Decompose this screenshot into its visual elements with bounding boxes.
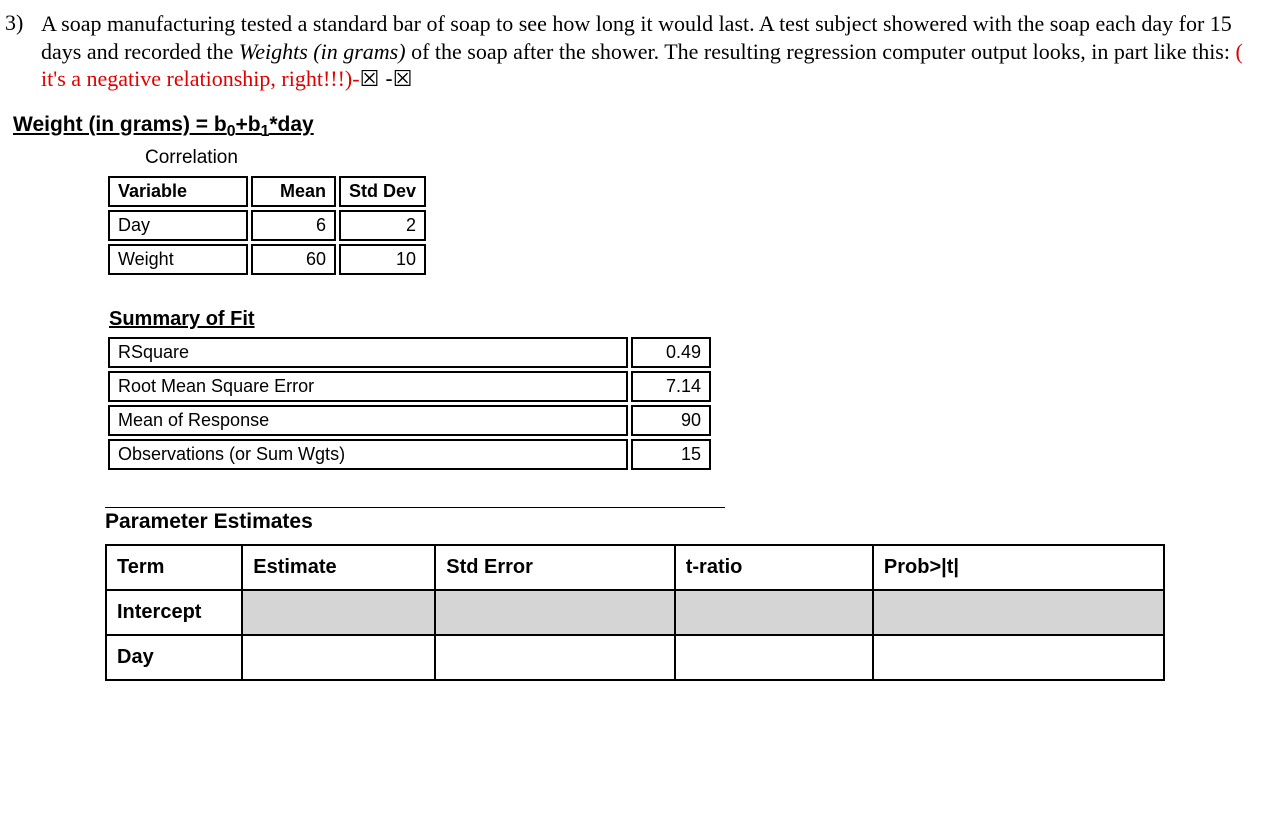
table-row: Intercept: [106, 590, 1164, 635]
table-row: Root Mean Square Error 7.14: [108, 371, 711, 402]
pe-col-se: Std Error: [435, 545, 674, 590]
summary-value: 7.14: [631, 371, 711, 402]
eq-tail: *day: [269, 113, 313, 136]
col-header-mean: Mean: [251, 176, 336, 207]
correlation-table: Variable Mean Std Dev Day 6 2 Weight 60 …: [105, 173, 429, 278]
correlation-heading: Correlation: [145, 147, 1260, 169]
eq-lhs: Weight (in grams): [13, 113, 190, 136]
pe-col-term: Term: [106, 545, 242, 590]
summary-label: Mean of Response: [108, 405, 628, 436]
pe-col-prob: Prob>|t|: [873, 545, 1164, 590]
question-block: 3) A soap manufacturing tested a standar…: [5, 10, 1260, 93]
col-header-variable: Variable: [108, 176, 248, 207]
pe-col-tratio: t-ratio: [675, 545, 873, 590]
corr-row-mean: 60: [251, 244, 336, 275]
corr-row-label: Weight: [108, 244, 248, 275]
table-row: Mean of Response 90: [108, 405, 711, 436]
q-weights-phrase: Weights (in grams): [239, 39, 406, 64]
param-estimates-heading: Parameter Estimates: [105, 510, 1260, 534]
main-content: Correlation Variable Mean Std Dev Day 6 …: [105, 147, 1260, 681]
summary-table: RSquare 0.49 Root Mean Square Error 7.14…: [105, 334, 714, 473]
summary-label: Observations (or Sum Wgts): [108, 439, 628, 470]
pe-cell-empty: [873, 590, 1164, 635]
table-row: Variable Mean Std Dev: [108, 176, 426, 207]
regression-equation: Weight (in grams) = b0+b1*day: [13, 113, 1260, 141]
pe-cell-empty: [873, 635, 1164, 680]
table-row: Term Estimate Std Error t-ratio Prob>|t|: [106, 545, 1164, 590]
pe-term: Intercept: [106, 590, 242, 635]
corr-row-sd: 10: [339, 244, 426, 275]
corr-row-label: Day: [108, 210, 248, 241]
pe-cell-empty: [435, 590, 674, 635]
eq-equals: = b: [190, 113, 227, 136]
pe-cell-empty: [242, 590, 435, 635]
summary-value: 0.49: [631, 337, 711, 368]
corr-row-sd: 2: [339, 210, 426, 241]
pe-term: Day: [106, 635, 242, 680]
summary-table-wrap: RSquare 0.49 Root Mean Square Error 7.14…: [105, 334, 714, 473]
corr-row-mean: 6: [251, 210, 336, 241]
summary-value: 15: [631, 439, 711, 470]
summary-heading: Summary of Fit: [109, 308, 1260, 331]
eq-plus: +b: [235, 113, 260, 136]
question-text: A soap manufacturing tested a standard b…: [41, 10, 1260, 93]
correlation-table-wrap: Variable Mean Std Dev Day 6 2 Weight 60 …: [105, 173, 429, 278]
question-number: 3): [5, 10, 41, 36]
pe-cell-empty: [435, 635, 674, 680]
pe-cell-empty: [242, 635, 435, 680]
q-part2: of the soap after the shower. The result…: [406, 39, 1236, 64]
table-row: Day: [106, 635, 1164, 680]
pe-cell-empty: [675, 635, 873, 680]
pe-cell-empty: [675, 590, 873, 635]
table-row: Observations (or Sum Wgts) 15: [108, 439, 711, 470]
summary-label: RSquare: [108, 337, 628, 368]
divider: [105, 507, 725, 508]
pe-col-est: Estimate: [242, 545, 435, 590]
table-row: Day 6 2: [108, 210, 426, 241]
param-estimates-table: Term Estimate Std Error t-ratio Prob>|t|…: [105, 544, 1165, 681]
col-header-stddev: Std Dev: [339, 176, 426, 207]
table-row: RSquare 0.49: [108, 337, 711, 368]
table-row: Weight 60 10: [108, 244, 426, 275]
summary-label: Root Mean Square Error: [108, 371, 628, 402]
q-box-chars: ☒ -☒: [360, 66, 413, 91]
summary-value: 90: [631, 405, 711, 436]
